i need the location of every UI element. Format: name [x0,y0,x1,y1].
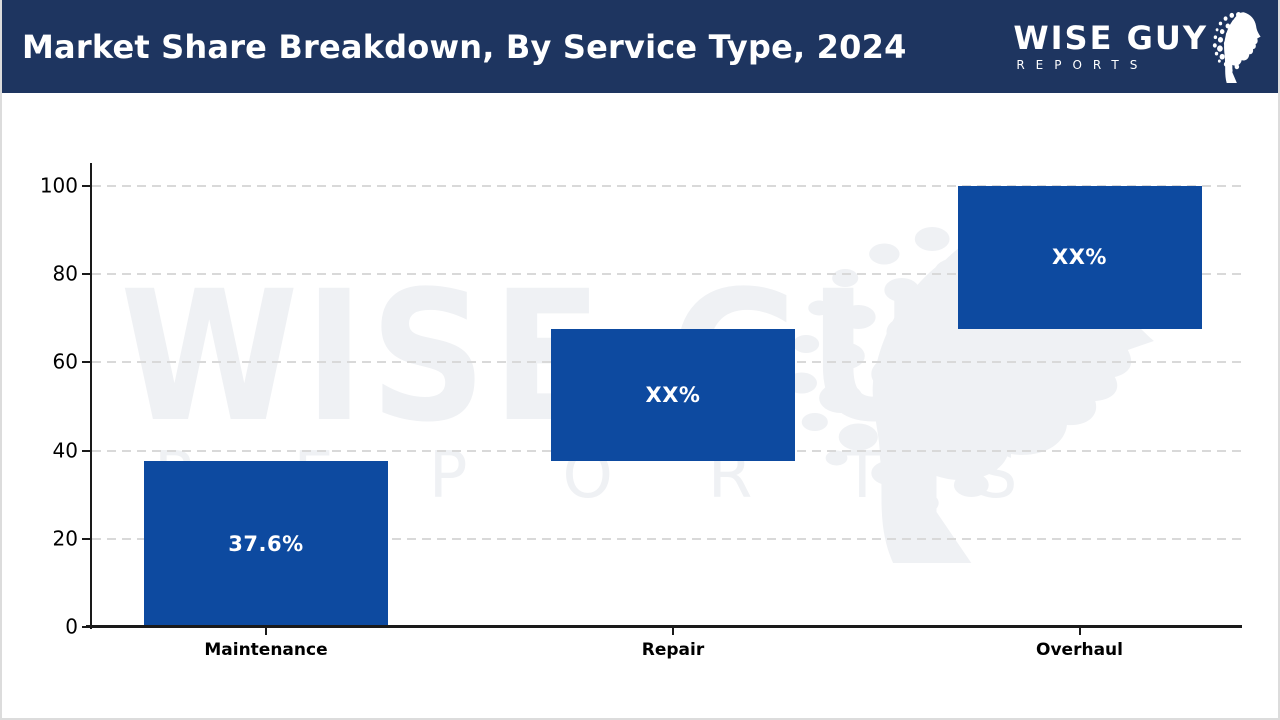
y-axis-line [90,163,92,629]
bar-overhaul: XX% [957,186,1202,329]
y-axis-tick-labels: 0 20 40 60 80 100 [2,174,82,639]
gridline [92,537,1242,540]
logo-face-icon [1212,11,1261,83]
gridline [92,273,1242,276]
x-axis-label-maintenance: Maintenance [204,640,328,660]
wise-guy-reports-logo: WISE GUY REPORTS [1013,11,1264,83]
y-tick-mark [82,537,91,540]
x-axis-label-repair: Repair [641,640,705,660]
x-axis-line [86,625,1242,628]
header: Market Share Breakdown, By Service Type,… [2,0,1278,93]
x-tick-mark [671,627,674,635]
y-tick-label: 100 [39,173,78,198]
bar-maintenance: 37.6% [143,461,388,627]
bar-repair: XX% [550,328,795,462]
y-tick-mark [82,273,91,276]
x-tick-mark [264,627,267,635]
y-tick-mark [82,449,91,452]
x-tick-mark [1078,627,1081,635]
bar-value-label: XX% [1052,245,1107,270]
y-tick-mark [82,185,91,187]
y-tick-mark [82,626,91,628]
gridline [92,185,1242,187]
logo-wise-guy-text: WISE GUY [1013,18,1208,57]
bar-value-label: 37.6% [228,532,304,557]
y-tick-label: 60 [52,349,78,374]
logo-reports-text: REPORTS [1016,57,1149,72]
page-title: Market Share Breakdown, By Service Type,… [22,27,907,66]
y-tick-label: 0 [65,614,78,639]
x-axis-label-overhaul: Overhaul [1036,640,1123,660]
y-tick-label: 80 [52,261,78,286]
logo-text: WISE GUY REPORTS [1013,22,1208,72]
bar-value-label: XX% [645,383,701,408]
y-tick-label: 40 [52,438,78,463]
plot-area: 37.6% Maintenance XX% Repair XX% Overhaul [82,163,1242,660]
y-tick-label: 20 [52,526,78,551]
y-tick-mark [82,361,91,364]
